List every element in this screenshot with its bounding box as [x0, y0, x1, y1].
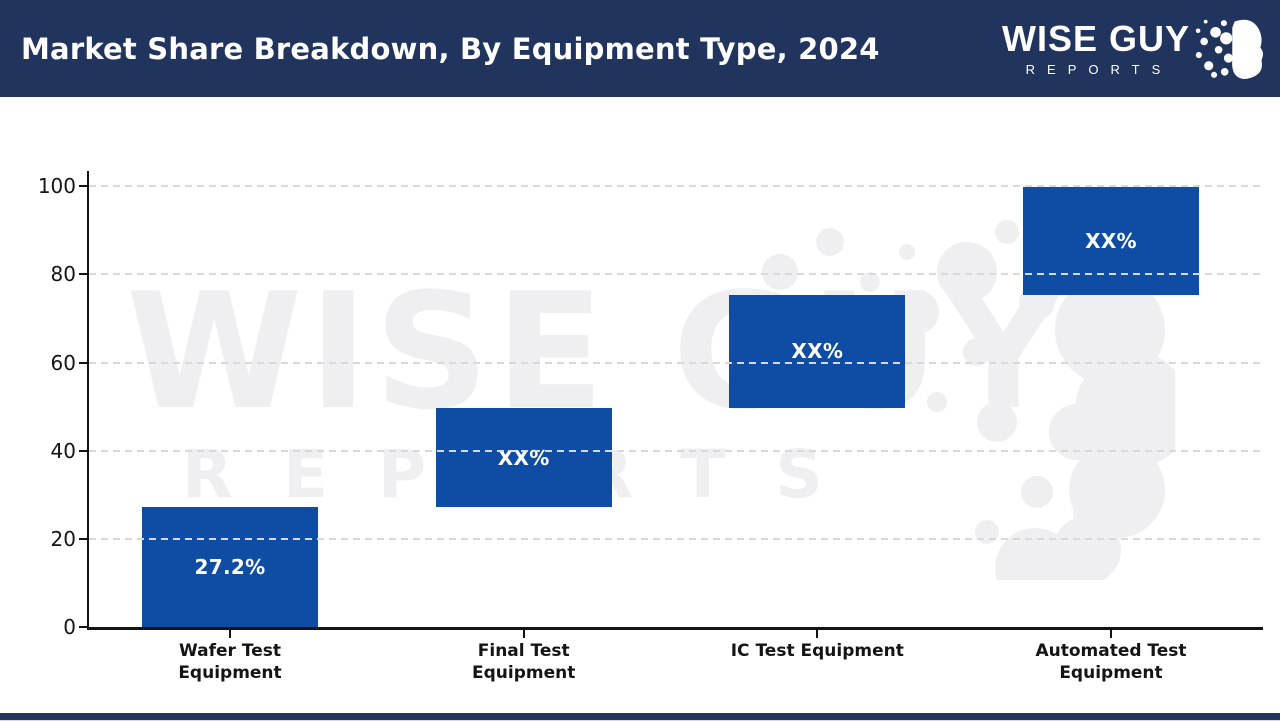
logo-wordmark: WISE GUY	[1001, 17, 1190, 59]
y-tick-80	[79, 273, 87, 276]
x-tick-wafer-test-equipment	[229, 630, 231, 638]
y-tick-100	[79, 185, 87, 188]
category-label-final-test-equipment: Final Test Equipment	[472, 641, 576, 684]
gridline-100	[89, 185, 1262, 188]
bar-final-test-equipment: XX%	[435, 407, 612, 508]
wiseguy-logo: WISE GUY REPORTS	[1002, 9, 1268, 89]
bar-ic-test-equipment: XX%	[729, 295, 906, 408]
footer-bar	[0, 713, 1280, 720]
y-axis	[87, 171, 89, 629]
bar-automated-test-equipment: XX%	[1023, 187, 1199, 296]
logo-head-icon	[1195, 19, 1264, 79]
x-axis	[87, 627, 1263, 630]
logo-text: WISE GUY REPORTS	[1001, 17, 1190, 77]
y-tick-20	[79, 537, 87, 540]
gridline-80	[89, 273, 1262, 276]
header: Market Share Breakdown, By Equipment Typ…	[0, 0, 1280, 97]
y-tick-label: 20	[50, 526, 76, 551]
y-tick-label: 40	[50, 438, 76, 463]
y-tick-label: 0	[63, 615, 76, 639]
bar-value-label: XX%	[1085, 229, 1137, 254]
y-tick-label: 60	[50, 350, 76, 375]
bar-value-label: XX%	[791, 339, 844, 364]
bar-value-label: 27.2%	[194, 555, 266, 580]
category-label-automated-test-equipment: Automated Test Equipment	[1035, 641, 1187, 684]
bar-wafer-test-equipment: 27.2%	[142, 507, 318, 627]
y-tick-60	[79, 361, 87, 364]
y-tick-label: 80	[50, 262, 76, 287]
logo-subtext: REPORTS	[1025, 61, 1173, 77]
x-tick-final-test-equipment	[522, 630, 525, 638]
x-tick-ic-test-equipment	[816, 630, 819, 638]
category-label-wafer-test-equipment: Wafer Test Equipment	[178, 641, 282, 684]
bar-value-label: XX%	[497, 445, 550, 470]
y-tick-40	[79, 449, 87, 452]
y-tick-0	[79, 626, 87, 628]
gridline-40	[89, 449, 1262, 452]
gridline-60	[89, 361, 1262, 364]
gridline-20	[89, 537, 1262, 540]
x-tick-automated-test-equipment	[1110, 630, 1112, 638]
y-tick-label: 100	[37, 174, 76, 199]
category-label-ic-test-equipment: IC Test Equipment	[730, 641, 904, 661]
page-title: Market Share Breakdown, By Equipment Typ…	[21, 31, 880, 66]
